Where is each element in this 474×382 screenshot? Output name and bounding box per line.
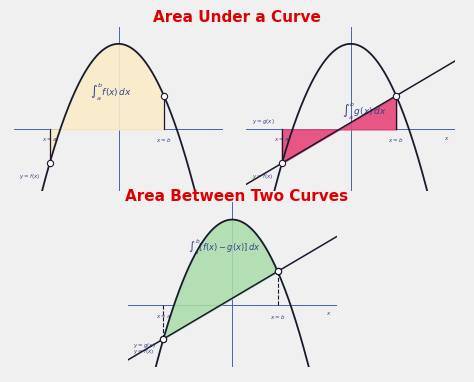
Text: $x=a$: $x=a$ [274,136,290,143]
Text: $x=a$: $x=a$ [42,136,57,143]
Text: $x=a$: $x=a$ [156,312,171,320]
Text: $x=b$: $x=b$ [156,136,172,144]
Text: $x$: $x$ [445,134,450,142]
Text: $\int_a^b f(x)\, dx$: $\int_a^b f(x)\, dx$ [90,81,132,103]
Text: $x$: $x$ [326,310,331,317]
Text: $x=b$: $x=b$ [270,312,285,320]
Text: $y=f(x)$: $y=f(x)$ [19,172,41,181]
Text: $y=f(x)$: $y=f(x)$ [252,172,273,181]
Text: $y=f(x)$: $y=f(x)$ [133,348,155,356]
Text: $\int_a^b [f(x)-g(x)]\, dx$: $\int_a^b [f(x)-g(x)]\, dx$ [188,237,261,257]
Text: $y=g(x)$: $y=g(x)$ [252,117,274,126]
Text: $x=b$: $x=b$ [389,136,404,144]
Text: Area Between Two Curves: Area Between Two Curves [126,189,348,204]
Text: $\int_a^b g(x)\, dx$: $\int_a^b g(x)\, dx$ [342,100,386,121]
Text: $y=g(x)$: $y=g(x)$ [133,341,156,350]
Text: Area Under a Curve: Area Under a Curve [153,10,321,24]
